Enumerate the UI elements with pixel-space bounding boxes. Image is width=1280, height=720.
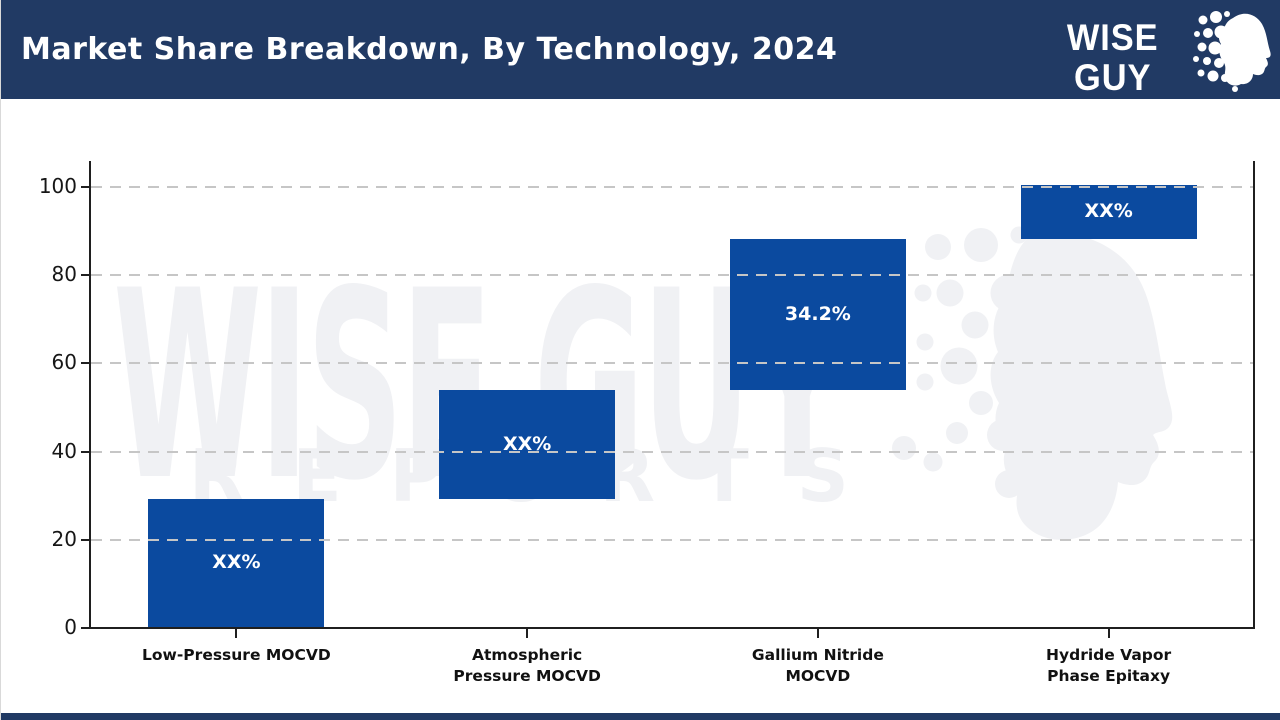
bar-segment <box>148 499 325 627</box>
y-tick-mark <box>81 362 89 365</box>
y-tick-label: 100 <box>38 174 77 198</box>
y-tick-label: 80 <box>51 262 77 287</box>
x-tick-mark <box>526 629 529 638</box>
brand-logo: WISE GUY R E P O R T S <box>1018 4 1273 131</box>
page-title: Market Share Breakdown, By Technology, 2… <box>21 32 838 67</box>
gridline-100 <box>91 186 1254 188</box>
y-tick-mark <box>81 538 89 541</box>
gridline-20 <box>91 538 1254 541</box>
bar-value-label: XX% <box>212 551 261 574</box>
gridline-80 <box>91 274 1254 277</box>
x-category-label: Low-Pressure MOCVD <box>142 646 331 664</box>
chart-canvas: WISE GUY REPORTS 020406080100XX%Low-Pres… <box>1 99 1280 713</box>
bar-value-label: XX% <box>502 432 552 455</box>
bar-segment <box>1020 184 1197 240</box>
y-tick-label: 40 <box>51 438 77 463</box>
footer-bar <box>1 713 1280 720</box>
header-bar: Market Share Breakdown, By Technology, 2… <box>1 0 1280 131</box>
x-tick-mark <box>235 629 238 638</box>
y-axis-spine <box>89 161 91 629</box>
x-tick-mark <box>816 629 819 638</box>
bar-value-label: 34.2% <box>784 302 851 325</box>
x-category-label: Hydride Vapor Phase Epitaxy <box>1046 646 1172 685</box>
x-category-label: Gallium Nitride MOCVD <box>751 646 884 685</box>
y-tick-mark <box>81 627 89 629</box>
x-axis-spine <box>89 627 1255 629</box>
right-spine <box>1253 161 1255 629</box>
x-tick-mark <box>1107 629 1110 638</box>
gridline-60 <box>91 362 1254 365</box>
y-tick-label: 0 <box>64 615 77 639</box>
brand-face-icon <box>1193 11 1271 92</box>
bar-segment <box>729 239 906 391</box>
y-tick-mark <box>81 274 89 277</box>
gridline-40 <box>91 450 1254 453</box>
y-tick-label: 60 <box>51 350 77 375</box>
brand-name: WISE GUY <box>1066 17 1159 98</box>
x-category-label: Atmospheric Pressure MOCVD <box>453 646 601 685</box>
bar-value-label: XX% <box>1084 200 1133 223</box>
bar-segment <box>439 390 616 500</box>
watermark-face-icon <box>892 226 1173 540</box>
y-tick-label: 20 <box>51 526 77 551</box>
y-tick-mark <box>81 450 89 453</box>
y-tick-mark <box>81 186 89 188</box>
